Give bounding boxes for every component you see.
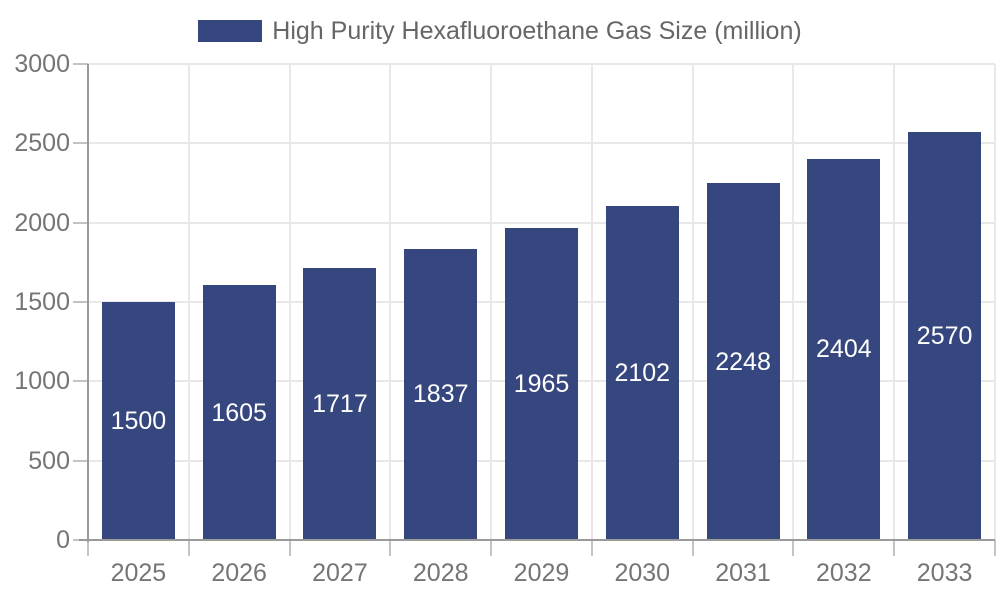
x-gridline [389, 64, 392, 540]
y-tick [73, 63, 88, 65]
x-gridline [792, 64, 795, 540]
bar-2025[interactable] [101, 302, 175, 540]
y-axis-label: 1000 [14, 367, 70, 396]
x-axis-label: 2029 [513, 559, 570, 587]
bar-value-label: 1965 [513, 370, 570, 399]
bar-value-label: 1717 [312, 389, 368, 418]
y-axis-label: 2500 [14, 129, 70, 158]
x-gridline [994, 64, 996, 540]
x-tick [490, 540, 493, 556]
x-tick [590, 540, 593, 556]
x-axis-label: 2025 [110, 559, 167, 587]
bar-2026[interactable] [202, 285, 276, 540]
x-gridline [590, 64, 593, 540]
bar-2032[interactable] [807, 158, 881, 540]
x-axis-label: 2027 [312, 559, 368, 587]
x-gridline [187, 64, 190, 540]
bar-value-label: 1837 [412, 380, 469, 409]
y-axis-label: 0 [56, 526, 70, 554]
bar-2029[interactable] [505, 228, 578, 540]
y-axis-label: 500 [28, 446, 70, 475]
x-tick [893, 540, 896, 556]
y-tick [73, 221, 88, 224]
x-gridline [691, 64, 694, 540]
x-tick [87, 540, 89, 556]
x-tick [792, 540, 795, 556]
y-axis-line [87, 64, 89, 542]
bar-2033[interactable] [908, 132, 982, 540]
y-tick [73, 459, 88, 462]
bar-value-label: 1605 [211, 398, 267, 427]
x-axis-label: 2028 [412, 559, 469, 587]
y-tick [73, 301, 88, 303]
x-axis-label: 2032 [816, 559, 872, 587]
legend-swatch [198, 20, 263, 42]
y-axis-label: 3000 [14, 50, 70, 78]
y-gridline [88, 142, 995, 145]
x-tick [691, 540, 694, 556]
bar-2028[interactable] [404, 248, 478, 540]
bar-value-label: 2102 [614, 359, 671, 388]
y-axis-label: 2000 [14, 208, 70, 237]
legend-item[interactable]: High Purity Hexafluoroethane Gas Size (m… [0, 16, 1000, 45]
y-tick [73, 142, 88, 145]
bar-2031[interactable] [706, 183, 780, 540]
y-gridline [88, 63, 995, 65]
x-tick [389, 540, 392, 556]
x-gridline [288, 64, 291, 540]
x-gridline [893, 64, 896, 540]
x-axis-label: 2031 [715, 559, 771, 587]
y-gridline [88, 221, 995, 224]
x-axis-label: 2033 [916, 559, 973, 587]
x-axis-label: 2030 [614, 559, 671, 587]
legend-label: High Purity Hexafluoroethane Gas Size (m… [272, 16, 802, 45]
y-tick [73, 380, 88, 383]
bar-value-label: 2570 [916, 322, 973, 351]
bar-2030[interactable] [605, 206, 679, 540]
y-axis-label: 1500 [14, 288, 70, 316]
x-tick [994, 540, 996, 556]
bar-value-label: 1500 [110, 407, 167, 435]
x-axis-line [79, 539, 995, 541]
x-tick [288, 540, 291, 556]
x-axis-label: 2026 [211, 559, 267, 587]
bar-value-label: 2248 [715, 347, 771, 376]
x-tick [187, 540, 190, 556]
bar-value-label: 2404 [816, 335, 872, 364]
x-gridline [490, 64, 493, 540]
bar-2027[interactable] [303, 267, 377, 540]
